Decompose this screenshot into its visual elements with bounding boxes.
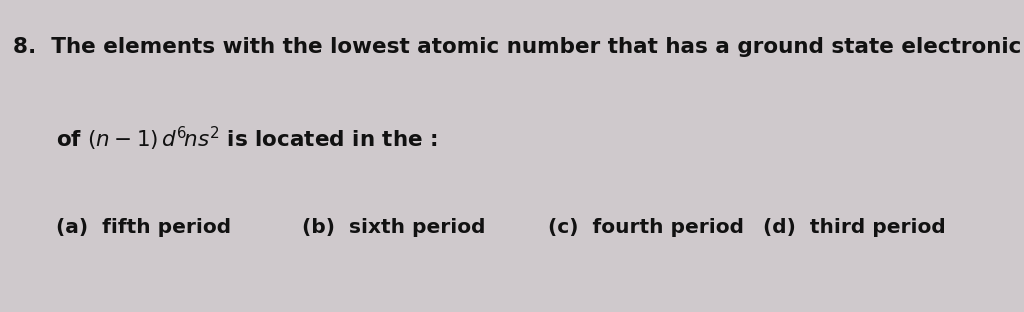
Text: 8.  The elements with the lowest atomic number that has a ground state electroni: 8. The elements with the lowest atomic n…	[13, 37, 1024, 57]
Text: (a)  fifth period: (a) fifth period	[56, 218, 231, 237]
Text: (d)  third period: (d) third period	[763, 218, 945, 237]
Text: of $(n-1)\,d^6\!ns^2$ is located in the :: of $(n-1)\,d^6\!ns^2$ is located in the …	[56, 125, 438, 153]
Text: (b)  sixth period: (b) sixth period	[302, 218, 485, 237]
Text: (c)  fourth period: (c) fourth period	[548, 218, 743, 237]
